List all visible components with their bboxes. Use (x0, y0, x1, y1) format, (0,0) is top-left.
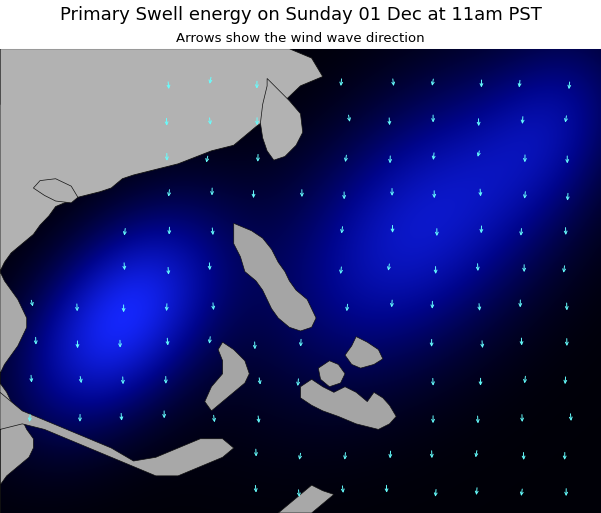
Text: Arrows show the wind wave direction: Arrows show the wind wave direction (176, 31, 425, 45)
Polygon shape (234, 223, 316, 331)
Polygon shape (278, 485, 334, 513)
Polygon shape (0, 49, 34, 513)
Polygon shape (260, 78, 303, 160)
Polygon shape (319, 361, 345, 387)
Polygon shape (0, 49, 323, 271)
Polygon shape (345, 337, 383, 368)
Polygon shape (300, 379, 396, 429)
Polygon shape (205, 342, 249, 411)
Polygon shape (0, 392, 234, 513)
Polygon shape (34, 179, 78, 203)
Text: Primary Swell energy on Sunday 01 Dec at 11am PST: Primary Swell energy on Sunday 01 Dec at… (59, 6, 542, 24)
